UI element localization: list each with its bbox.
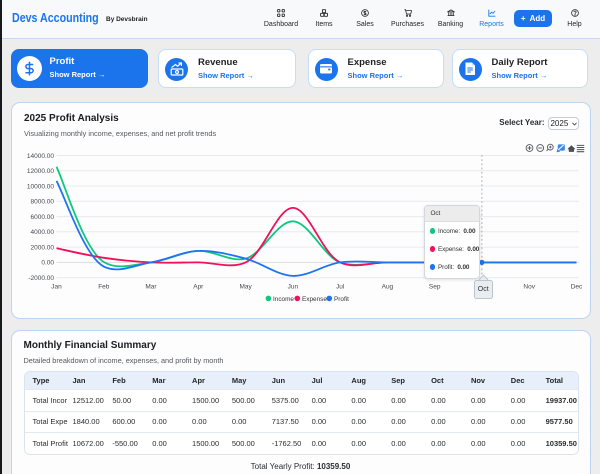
svg-text:14000.00: 14000.00 <box>26 153 53 160</box>
svg-text:12000.00: 12000.00 <box>26 168 53 175</box>
svg-text:Jan: Jan <box>51 284 62 291</box>
svg-text:2000.00: 2000.00 <box>30 244 54 251</box>
svg-text:10000.00: 10000.00 <box>26 183 53 190</box>
svg-text:Mar: Mar <box>145 284 157 291</box>
svg-text:Dec: Dec <box>570 284 582 291</box>
svg-text:Aug: Aug <box>381 284 393 291</box>
svg-text:Jul: Jul <box>335 284 344 291</box>
svg-text:May: May <box>239 284 252 291</box>
svg-text:6000.00: 6000.00 <box>30 214 54 221</box>
svg-text:Income: Income <box>273 296 294 303</box>
svg-text:Profit: Profit <box>334 296 349 303</box>
svg-text:Expense: Expense <box>302 296 327 303</box>
svg-text:0.00: 0.00 <box>41 260 54 267</box>
svg-text:Sep: Sep <box>428 284 440 291</box>
svg-text:4000.00: 4000.00 <box>30 229 54 236</box>
svg-text:Nov: Nov <box>523 284 535 291</box>
svg-text:Apr: Apr <box>193 284 204 291</box>
svg-text:8000.00: 8000.00 <box>30 199 54 206</box>
svg-text:Feb: Feb <box>98 284 110 291</box>
svg-text:Jun: Jun <box>287 284 298 291</box>
svg-text:-2000.00: -2000.00 <box>28 275 54 282</box>
